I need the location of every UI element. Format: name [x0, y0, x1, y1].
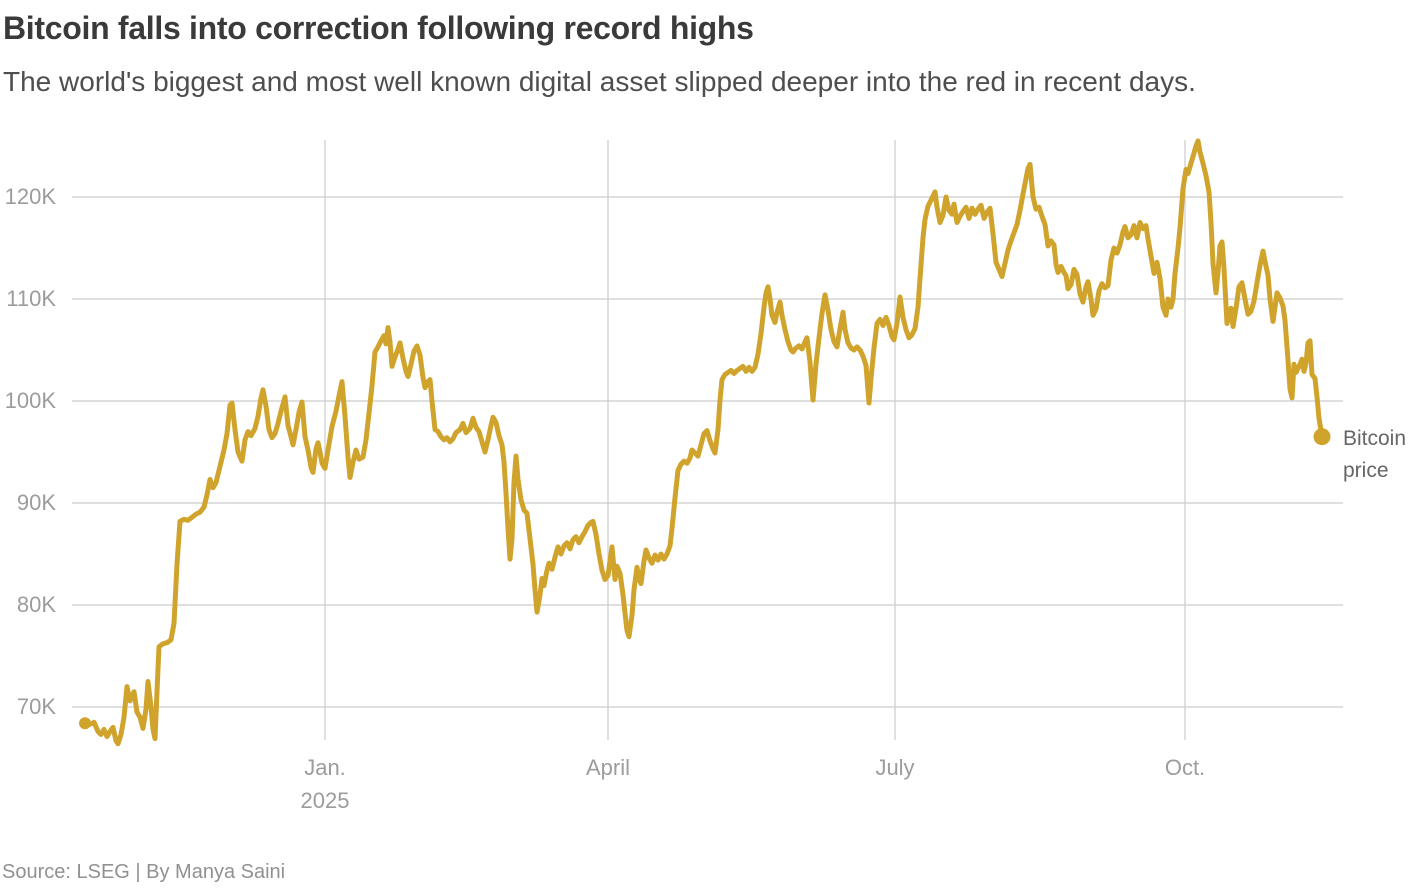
y-axis-tick-120K: 120K: [4, 184, 56, 209]
source-byline: Source: LSEG | By Manya Saini: [2, 861, 286, 883]
x-axis-tick-Jan.: Jan.: [304, 755, 346, 780]
x-axis-tick-April: April: [585, 755, 630, 780]
y-axis-tick-100K: 100K: [4, 388, 56, 413]
y-axis-tick-90K: 90K: [16, 490, 56, 515]
y-axis-tick-80K: 80K: [16, 592, 56, 617]
chart-subtitle: The world's biggest and most well known …: [3, 66, 1196, 97]
series-label-line2: price: [1343, 459, 1389, 482]
x-axis-tick-Oct.: Oct.: [1164, 755, 1206, 780]
y-axis-tick-110K: 110K: [6, 286, 56, 311]
y-axis-tick-70K: 70K: [16, 694, 56, 719]
x-axis-tick-July: July: [875, 755, 915, 780]
latest-price-dot: [1313, 428, 1331, 446]
series-label: Bitcoin price: [1343, 423, 1406, 487]
bitcoin-price-line: [82, 138, 1325, 747]
chart-title: Bitcoin falls into correction following …: [3, 10, 754, 46]
x-axis-tick-year: 2025: [300, 788, 350, 813]
series-label-line1: Bitcoin: [1343, 427, 1407, 450]
first-price-dot: [79, 717, 91, 730]
